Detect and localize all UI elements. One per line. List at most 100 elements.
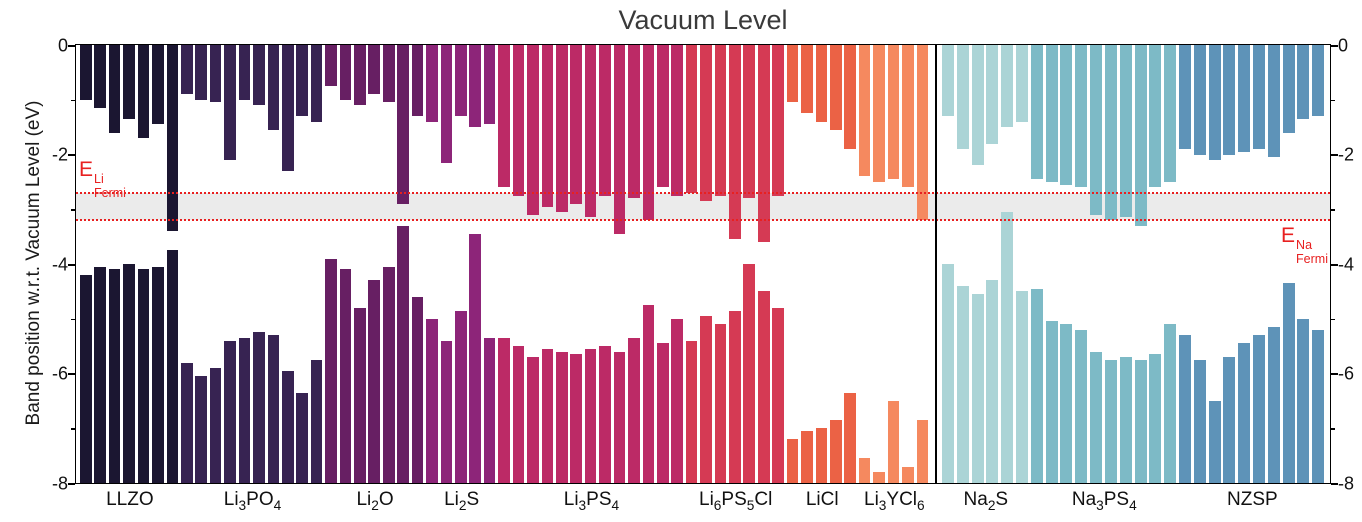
vbm-bar [599,346,611,483]
y-tick-label-right: -6 [1338,363,1355,384]
vbm-bar [310,359,323,483]
vbm-bar [887,400,900,483]
cbm-bar [541,45,554,207]
vbm-bar [498,337,510,483]
vbm-bar [397,225,409,483]
vbm-bar [426,318,438,483]
vbm-bar [1016,291,1029,483]
vbm-bar [339,269,352,483]
cbm-bar [1060,45,1073,185]
cbm-bar [986,45,999,144]
vbm-bar [325,258,337,483]
cbm-bar [613,45,626,234]
vbm-bar [628,337,640,483]
cbm-bar [397,45,409,204]
vbm-bar [368,280,381,483]
cbm-bar [310,45,323,122]
cbm-bar [281,45,294,171]
cbm-bar [137,45,150,139]
fermi-na-symbol: E [1281,224,1296,247]
fermi-li-symbol: E [79,158,94,181]
fermi-li-scripts: Li Fermi [94,172,126,200]
vbm-bar [815,428,828,483]
vbm-bar [382,266,395,483]
cbm-bar [729,45,741,240]
cbm-bar [685,45,698,193]
vbm-bar [1164,324,1177,483]
cbm-bar [1149,45,1162,188]
y-tick-label-right: -8 [1338,473,1355,494]
vbm-bar [873,472,885,483]
cbm-bar [570,45,583,204]
cbm-bar [815,45,828,122]
vbm-bar [483,337,496,483]
y-tick-major [1331,482,1338,485]
cbm-bar [267,45,280,130]
vbm-bar [281,370,294,483]
vbm-bar [801,430,813,483]
vbm-bar [1119,357,1132,483]
cbm-bar [916,45,929,221]
cbm-bar [1193,45,1206,155]
y-tick-major [68,263,75,266]
vbm-bar [714,324,727,483]
y-tick-major [1331,373,1338,376]
cbm-bar [1164,45,1177,182]
vbm-bar [570,354,583,483]
vbm-bar [1149,354,1162,483]
cbm-bar [642,45,655,221]
y-tick-label-right: 0 [1338,35,1349,56]
vbm-bar [671,318,683,483]
vbm-bar [555,351,568,483]
y-tick-label-left: -4 [51,254,68,275]
vbm-bar [527,357,539,483]
cbm-bar [830,45,842,130]
cbm-bar [858,45,871,177]
cbm-bar [498,45,510,188]
cbm-bar [1090,45,1103,215]
cbm-bar [887,45,900,180]
cbm-bar [195,45,207,100]
vbm-bar [108,269,121,483]
fermi-na-superscript: Na [1296,238,1313,252]
fermi-level-li-label: E Li Fermi [79,159,126,200]
x-tick-label: Li3PO4 [223,489,282,513]
cbm-bar [700,45,712,202]
vbm-bar [1178,335,1191,483]
fermi-line-na [76,219,1330,222]
cbm-bar [455,45,467,117]
x-tick-label: LiCl [805,489,839,510]
cbm-bar [426,45,438,122]
vbm-bar [541,348,554,483]
cbm-bar [440,45,453,163]
cbm-bar [1075,45,1088,188]
cbm-bar [1178,45,1191,150]
y-tick-minor [1331,209,1335,211]
vbm-bar [238,337,251,483]
vbm-bar [1267,326,1280,483]
y-tick-label-right: -4 [1338,254,1355,275]
cbm-bar [743,45,756,199]
cbm-bar [1119,45,1132,218]
vbm-bar [1282,283,1295,483]
vbm-bar [1193,359,1206,483]
vbm-bar [971,294,984,483]
cbm-bar [1238,45,1251,152]
cbm-bar [873,45,885,182]
vbm-bar [786,439,799,483]
cbm-bar [902,45,914,188]
vbm-bar [267,335,280,483]
vbm-bar [613,351,626,483]
cbm-bar [786,45,799,103]
vbm-bar [700,316,712,483]
vbm-bar [986,280,999,483]
fermi-na-subscript: Fermi [1296,252,1328,266]
plot-area [75,44,1331,484]
cbm-bar [512,45,525,196]
cbm-bar [296,45,308,117]
cbm-bar [152,45,164,125]
cbm-bar [1282,45,1295,133]
vbm-bar [942,264,954,483]
cbm-bar [844,45,857,150]
